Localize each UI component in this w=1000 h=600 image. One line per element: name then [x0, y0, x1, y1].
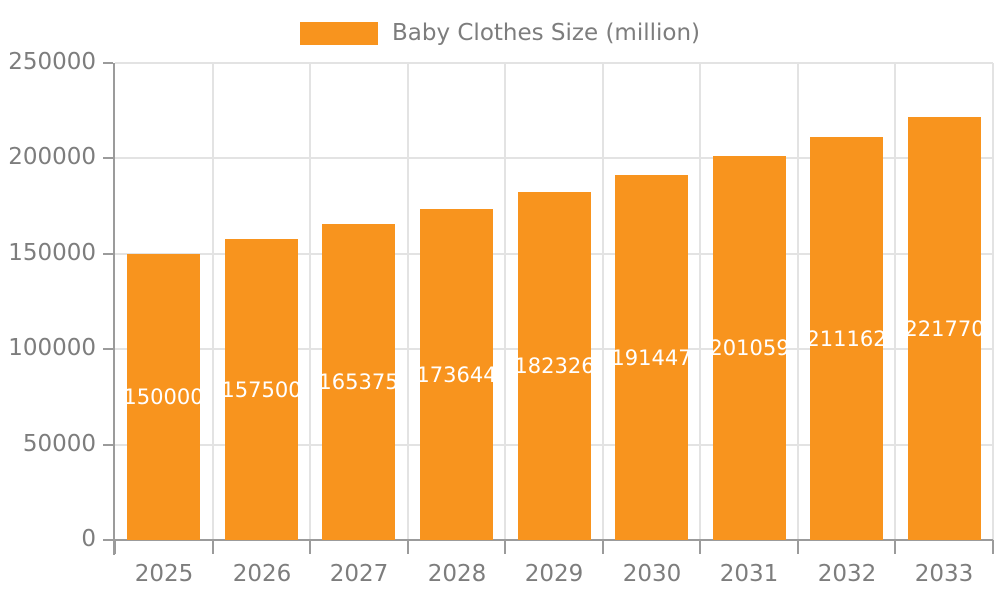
bar[interactable]: 191447	[615, 175, 688, 540]
bar[interactable]: 157500	[225, 239, 298, 540]
y-axis-tick	[103, 443, 113, 446]
bar-value-label: 150000	[127, 385, 200, 409]
y-tick-label: 200000	[8, 144, 96, 171]
legend[interactable]: Baby Clothes Size (million)	[0, 20, 1000, 46]
y-tick-label: 250000	[8, 49, 96, 75]
bar-value-label: 201059	[713, 336, 786, 360]
x-axis-tick	[114, 540, 116, 554]
bar[interactable]: 150000	[127, 254, 200, 540]
x-tick-label: 2027	[329, 561, 389, 587]
y-axis-line	[113, 63, 115, 555]
gridline-vertical	[601, 63, 604, 540]
bar[interactable]: 182326	[518, 192, 591, 540]
x-axis-tick	[992, 540, 994, 554]
bar-value-label: 182326	[518, 354, 591, 378]
gridline-vertical	[211, 63, 214, 540]
gridline-vertical	[894, 63, 897, 540]
x-axis-tick	[601, 540, 604, 554]
legend-label: Baby Clothes Size (million)	[391, 19, 701, 46]
x-tick-label: 2030	[622, 561, 682, 587]
bar-value-label: 221770	[908, 316, 981, 341]
x-axis-tick	[699, 540, 702, 554]
x-tick-label: 2026	[232, 561, 292, 587]
gridline-horizontal	[115, 157, 993, 160]
bar[interactable]: 165375	[322, 224, 395, 540]
y-tick-label: 100000	[8, 335, 96, 362]
gridline-vertical	[504, 63, 507, 540]
x-axis-tick	[211, 540, 214, 554]
bar[interactable]: 201059	[713, 156, 786, 540]
gridline-vertical	[992, 63, 994, 540]
y-tick-label: 0	[81, 526, 96, 552]
x-axis-tick	[309, 540, 312, 554]
gridline-vertical	[796, 63, 799, 540]
bar-value-label: 191447	[615, 345, 688, 370]
x-tick-label: 2033	[914, 561, 974, 587]
y-axis-tick	[103, 157, 113, 160]
bar[interactable]: 211162	[810, 137, 883, 540]
y-axis-tick	[103, 252, 113, 255]
bar[interactable]: 173644	[420, 209, 493, 540]
x-axis-line	[103, 539, 993, 541]
y-axis-tick	[103, 539, 113, 541]
x-axis-tick	[406, 540, 409, 554]
bar-value-label: 173644	[420, 362, 493, 387]
gridline-vertical	[309, 63, 312, 540]
legend-swatch	[299, 21, 378, 45]
y-axis-tick	[103, 62, 113, 64]
x-tick-label: 2028	[427, 561, 487, 587]
gridline-vertical	[406, 63, 409, 540]
x-tick-label: 2025	[134, 561, 194, 587]
gridline-horizontal	[115, 62, 993, 64]
bar-value-label: 165375	[322, 370, 395, 394]
x-tick-label: 2032	[817, 561, 877, 587]
x-tick-label: 2029	[524, 561, 584, 587]
bar-value-label: 157500	[225, 377, 298, 402]
bar-value-label: 211162	[810, 326, 883, 351]
y-axis-tick	[103, 348, 113, 351]
x-axis-tick	[504, 540, 507, 554]
x-axis-tick	[796, 540, 799, 554]
x-tick-label: 2031	[719, 561, 779, 587]
y-tick-label: 50000	[22, 430, 96, 457]
bar[interactable]: 221770	[908, 117, 981, 540]
y-tick-label: 150000	[8, 239, 96, 266]
x-axis-tick	[894, 540, 897, 554]
gridline-vertical	[699, 63, 702, 540]
